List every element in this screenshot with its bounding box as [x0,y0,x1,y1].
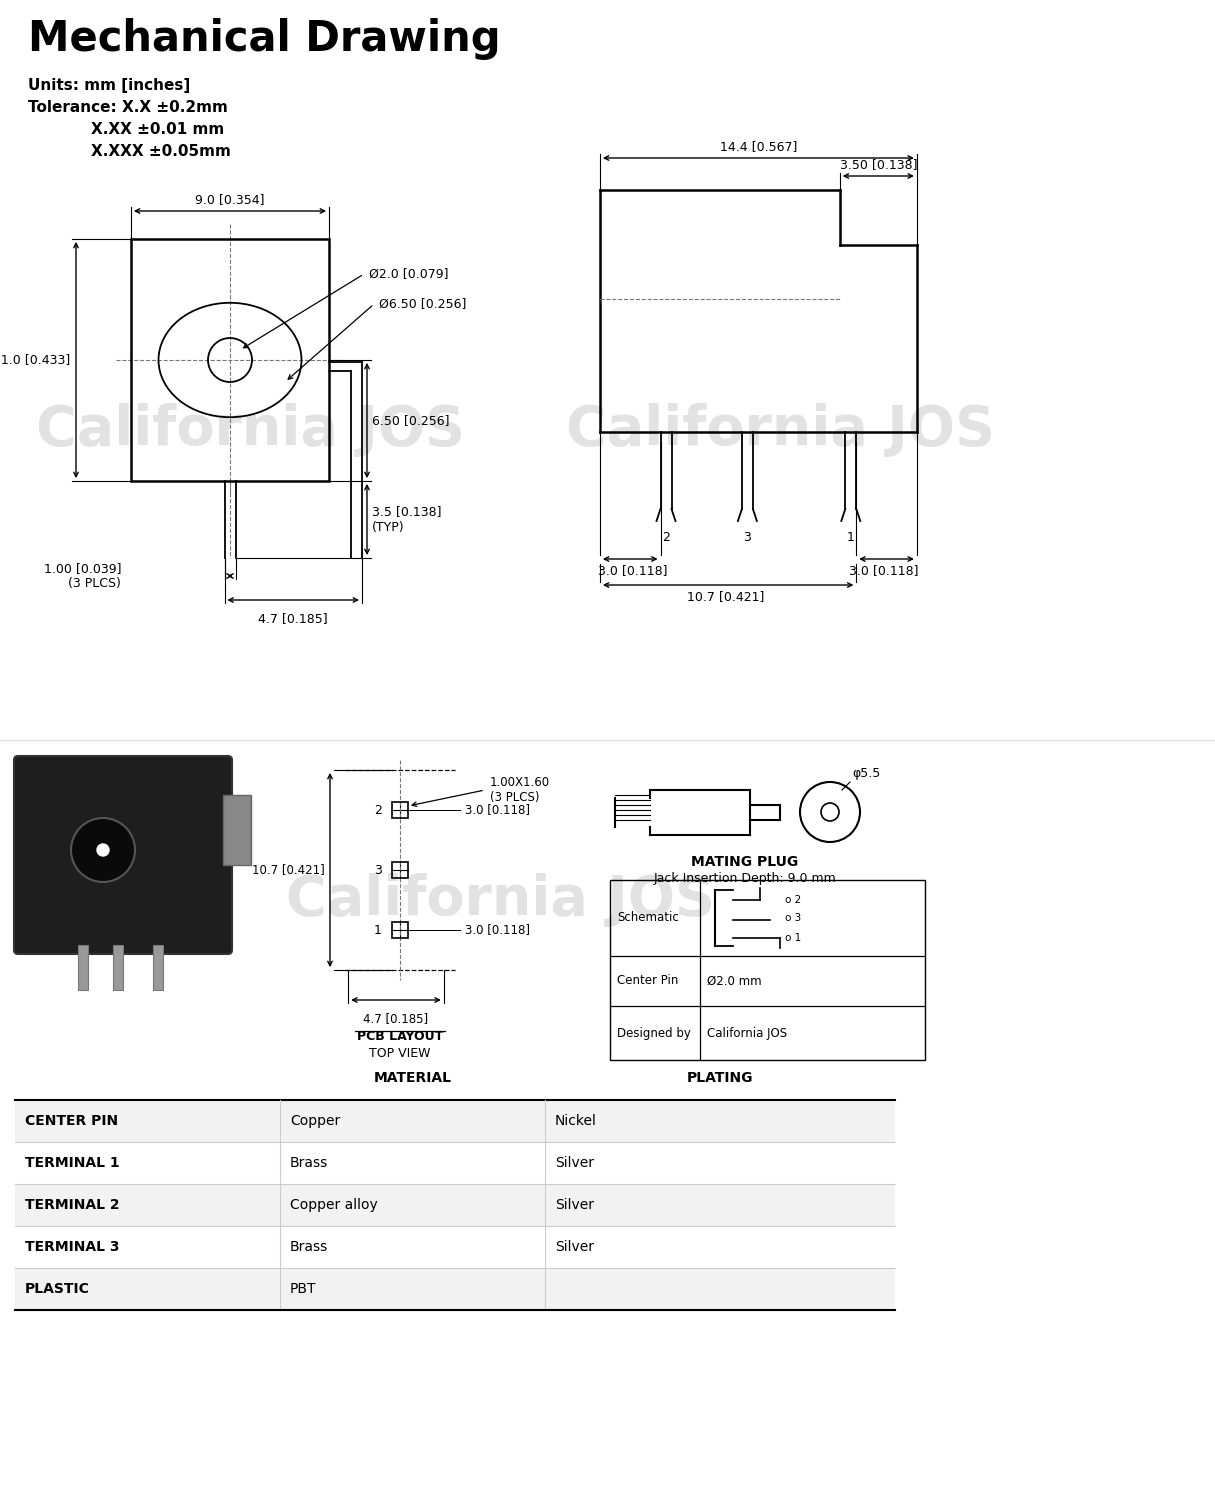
Text: 1: 1 [847,531,854,544]
Text: 3.0 [0.118]: 3.0 [0.118] [849,564,919,578]
Bar [392,802,408,818]
Text: 1: 1 [374,924,382,936]
Text: X.XXX ±0.05mm: X.XXX ±0.05mm [28,144,231,159]
Text: φ5.5: φ5.5 [852,766,880,780]
Text: 6.50 [0.256]: 6.50 [0.256] [372,414,450,428]
Text: 1.00X1.60
(3 PLCS): 1.00X1.60 (3 PLCS) [490,776,550,804]
Text: Brass: Brass [290,1240,328,1254]
Text: TERMINAL 1: TERMINAL 1 [26,1156,119,1170]
Text: 3.0 [0.118]: 3.0 [0.118] [598,564,668,578]
Text: 10.7 [0.421]: 10.7 [0.421] [686,590,764,603]
Text: Nickel: Nickel [555,1114,597,1128]
Bar [78,945,87,990]
Text: MATING PLUG: MATING PLUG [691,855,798,868]
Text: TERMINAL 2: TERMINAL 2 [26,1198,119,1212]
Text: 14.4 [0.567]: 14.4 [0.567] [719,140,797,153]
Bar [392,922,408,938]
Text: Copper alloy: Copper alloy [290,1198,378,1212]
Text: 10.7 [0.421]: 10.7 [0.421] [253,864,324,876]
Text: Jack Insertion Depth: 9.0 mm: Jack Insertion Depth: 9.0 mm [654,871,836,885]
Text: Mechanical Drawing: Mechanical Drawing [28,18,501,60]
Text: 11.0 [0.433]: 11.0 [0.433] [0,354,70,366]
Text: Brass: Brass [290,1156,328,1170]
Bar [15,1184,895,1225]
Text: Ø6.50 [0.256]: Ø6.50 [0.256] [379,297,467,310]
FancyBboxPatch shape [15,756,232,954]
Text: 2: 2 [662,531,669,544]
Bar [392,862,408,877]
Text: 4.7 [0.185]: 4.7 [0.185] [363,1013,429,1025]
Text: o 1: o 1 [785,933,801,944]
Text: Units: mm [inches]: Units: mm [inches] [28,78,191,93]
Text: Designed by: Designed by [617,1026,691,1039]
Text: Silver: Silver [555,1198,594,1212]
Bar [224,795,252,865]
Text: Silver: Silver [555,1240,594,1254]
Text: PLASTIC: PLASTIC [26,1282,90,1296]
Circle shape [70,818,135,882]
Text: MATERIAL: MATERIAL [373,1071,452,1084]
Bar [113,945,123,990]
Text: X.XX ±0.01 mm: X.XX ±0.01 mm [28,122,225,136]
Text: Ø2.0 mm: Ø2.0 mm [707,975,762,987]
Text: TOP VIEW: TOP VIEW [369,1047,431,1060]
Text: 1.00 [0.039]
(3 PLCS): 1.00 [0.039] (3 PLCS) [44,562,122,590]
Text: TERMINAL 3: TERMINAL 3 [26,1240,119,1254]
Text: Silver: Silver [555,1156,594,1170]
Bar [610,880,925,1060]
Text: Copper: Copper [290,1114,340,1128]
Bar [15,1268,895,1310]
Text: California JOS: California JOS [35,404,464,457]
Circle shape [97,844,109,856]
Text: CENTER PIN: CENTER PIN [26,1114,118,1128]
Text: o 2: o 2 [785,896,801,904]
Text: Schematic: Schematic [617,912,679,924]
Bar [131,238,329,482]
Text: PBT: PBT [290,1282,316,1296]
Text: California JOS: California JOS [565,404,995,457]
Text: California JOS: California JOS [707,1026,787,1039]
Text: 3: 3 [374,864,382,876]
Text: PLATING: PLATING [686,1071,753,1084]
Text: 3.0 [0.118]: 3.0 [0.118] [465,924,530,936]
Text: PCB LAYOUT: PCB LAYOUT [357,1030,443,1042]
Text: 3.5 [0.138]
(TYP): 3.5 [0.138] (TYP) [372,506,441,534]
Bar [153,945,163,990]
Bar [15,1100,895,1142]
Text: 3.0 [0.118]: 3.0 [0.118] [465,804,530,816]
Text: 2: 2 [374,804,382,816]
Text: 4.7 [0.185]: 4.7 [0.185] [259,612,328,626]
Text: 9.0 [0.354]: 9.0 [0.354] [196,194,265,206]
Text: Ø2.0 [0.079]: Ø2.0 [0.079] [369,267,448,280]
Text: Tolerance: X.X ±0.2mm: Tolerance: X.X ±0.2mm [28,100,228,116]
Text: California JOS: California JOS [286,873,714,927]
Text: 3: 3 [744,531,751,544]
Text: 3.50 [0.138]: 3.50 [0.138] [840,158,917,171]
Text: o 3: o 3 [785,914,801,922]
Text: Center Pin: Center Pin [617,975,678,987]
